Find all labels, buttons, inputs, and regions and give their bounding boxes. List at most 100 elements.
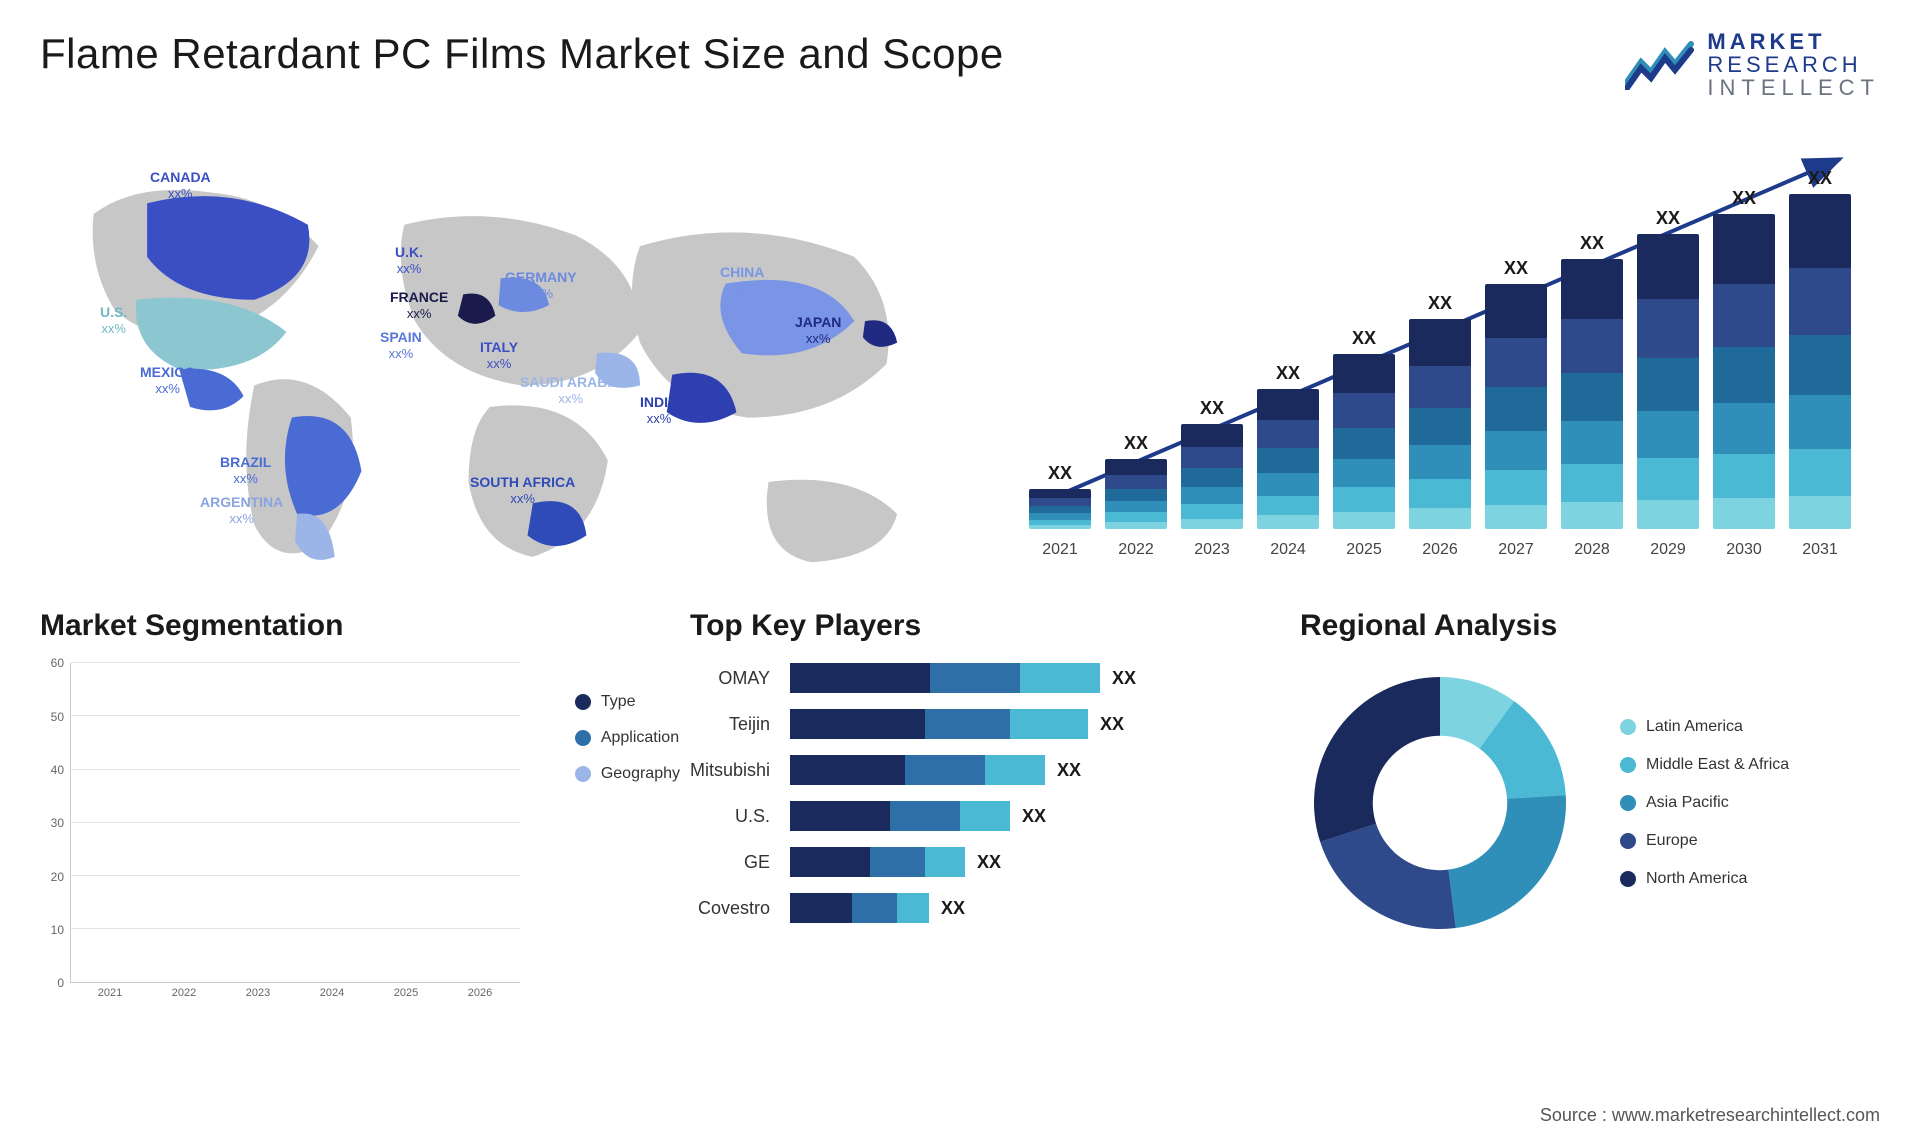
legend-dot-icon: [1620, 795, 1636, 811]
legend-dot-icon: [1620, 871, 1636, 887]
map-label-argentina: ARGENTINAxx%: [200, 494, 283, 527]
regional-section: Regional Analysis Latin America Middle Ea…: [1300, 609, 1880, 999]
legend-label: Asia Pacific: [1646, 794, 1729, 812]
seg-ytick: 0: [57, 976, 64, 990]
map-label-india: INDIAxx%: [640, 394, 678, 427]
seg-year-label: 2022: [152, 987, 216, 999]
growth-chart: XXXXXXXXXXXXXXXXXXXXXX 20212022202320242…: [1000, 139, 1880, 559]
growth-bar-2022: XX: [1105, 459, 1167, 529]
growth-bar-2021: XX: [1029, 489, 1091, 529]
growth-bar-2030: XX: [1713, 214, 1775, 529]
seg-year-label: 2024: [300, 987, 364, 999]
growth-year-label: 2025: [1333, 541, 1395, 559]
growth-value-label: XX: [1352, 328, 1376, 349]
seg-legend-item: Application: [575, 729, 680, 747]
player-value: XX: [977, 852, 1001, 873]
player-value: XX: [1112, 668, 1136, 689]
player-name: Teijin: [729, 709, 770, 739]
growth-value-label: XX: [1504, 258, 1528, 279]
map-label-spain: SPAINxx%: [380, 329, 422, 362]
player-name: Mitsubishi: [690, 755, 770, 785]
regional-title: Regional Analysis: [1300, 609, 1880, 643]
seg-year-label: 2023: [226, 987, 290, 999]
player-bar-omay: XX: [790, 663, 1250, 693]
seg-ytick: 60: [51, 656, 64, 670]
map-label-southafrica: SOUTH AFRICAxx%: [470, 474, 575, 507]
seg-legend-item: Geography: [575, 765, 680, 783]
seg-ytick: 50: [51, 710, 64, 724]
player-name: Covestro: [698, 893, 770, 923]
legend-dot-icon: [1620, 833, 1636, 849]
map-label-germany: GERMANYxx%: [505, 269, 577, 302]
growth-value-label: XX: [1732, 188, 1756, 209]
legend-dot-icon: [1620, 757, 1636, 773]
regional-legend-item: Latin America: [1620, 718, 1789, 736]
growth-bar-2026: XX: [1409, 319, 1471, 529]
source-text: Source : www.marketresearchintellect.com: [1540, 1105, 1880, 1126]
players-title: Top Key Players: [690, 609, 1250, 643]
logo: MARKET RESEARCH INTELLECT: [1625, 30, 1880, 99]
growth-year-label: 2021: [1029, 541, 1091, 559]
top-row: CANADAxx%U.S.xx%MEXICOxx%BRAZILxx%ARGENT…: [40, 139, 1880, 559]
growth-value-label: XX: [1428, 293, 1452, 314]
growth-bar-2027: XX: [1485, 284, 1547, 529]
legend-label: Europe: [1646, 832, 1698, 850]
player-value: XX: [1100, 714, 1124, 735]
regional-legend-item: Asia Pacific: [1620, 794, 1789, 812]
growth-bar-2025: XX: [1333, 354, 1395, 529]
regional-legend-item: Europe: [1620, 832, 1789, 850]
growth-bar-2023: XX: [1181, 424, 1243, 529]
seg-ytick: 40: [51, 763, 64, 777]
growth-year-label: 2023: [1181, 541, 1243, 559]
growth-year-label: 2028: [1561, 541, 1623, 559]
map-label-brazil: BRAZILxx%: [220, 454, 271, 487]
player-bar-mitsubishi: XX: [790, 755, 1250, 785]
logo-icon: [1625, 40, 1695, 90]
growth-value-label: XX: [1656, 208, 1680, 229]
segmentation-title: Market Segmentation: [40, 609, 520, 643]
map-label-japan: JAPANxx%: [795, 314, 841, 347]
logo-text: MARKET RESEARCH INTELLECT: [1707, 30, 1880, 99]
page-title: Flame Retardant PC Films Market Size and…: [40, 30, 1004, 78]
map-label-uk: U.K.xx%: [395, 244, 423, 277]
player-bar-us: XX: [790, 801, 1250, 831]
legend-dot-icon: [575, 766, 591, 782]
legend-label: Type: [601, 693, 636, 711]
bottom-row: Market Segmentation 0 10 20 30 40 50 60 Type Ap…: [40, 609, 1880, 999]
donut-slice: [1320, 824, 1456, 929]
growth-bar-2029: XX: [1637, 234, 1699, 529]
regional-legend-item: Middle East & Africa: [1620, 756, 1789, 774]
growth-bar-2028: XX: [1561, 259, 1623, 529]
legend-dot-icon: [1620, 719, 1636, 735]
legend-dot-icon: [575, 730, 591, 746]
growth-year-label: 2027: [1485, 541, 1547, 559]
map-label-china: CHINAxx%: [720, 264, 764, 297]
regional-body: Latin America Middle East & Africa Asia Pa…: [1300, 663, 1880, 943]
growth-value-label: XX: [1200, 398, 1224, 419]
seg-year-label: 2026: [448, 987, 512, 999]
seg-ytick: 20: [51, 870, 64, 884]
growth-value-label: XX: [1276, 363, 1300, 384]
player-bar-ge: XX: [790, 847, 1250, 877]
donut-slice: [1448, 795, 1566, 928]
segmentation-chart: 0102030405060 TypeApplicationGeography: [40, 663, 520, 983]
map-label-saudiarabia: SAUDI ARABIAxx%: [520, 374, 621, 407]
growth-year-label: 2024: [1257, 541, 1319, 559]
legend-label: Latin America: [1646, 718, 1743, 736]
map-label-mexico: MEXICOxx%: [140, 364, 195, 397]
map-label-italy: ITALYxx%: [480, 339, 518, 372]
map-label-france: FRANCExx%: [390, 289, 448, 322]
growth-year-label: 2030: [1713, 541, 1775, 559]
legend-dot-icon: [575, 694, 591, 710]
growth-year-label: 2026: [1409, 541, 1471, 559]
donut-chart: [1300, 663, 1580, 943]
growth-year-label: 2031: [1789, 541, 1851, 559]
seg-legend-item: Type: [575, 693, 680, 711]
growth-bar-2031: XX: [1789, 194, 1851, 529]
growth-value-label: XX: [1580, 233, 1604, 254]
regional-legend-item: North America: [1620, 870, 1789, 888]
legend-label: North America: [1646, 870, 1747, 888]
seg-year-label: 2025: [374, 987, 438, 999]
seg-ytick: 10: [51, 923, 64, 937]
seg-ytick: 30: [51, 816, 64, 830]
